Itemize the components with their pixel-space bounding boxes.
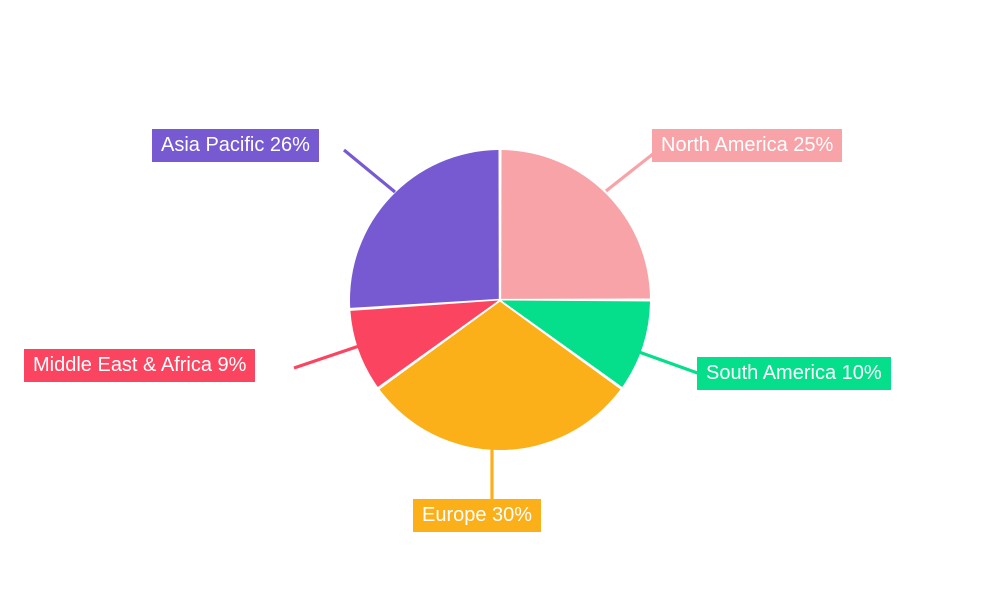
leader-line-group bbox=[293, 148, 704, 500]
pie-slice[interactable]: Europe 30% bbox=[379, 301, 621, 450]
pie-slice-group: North America 25%South America 10%Europe… bbox=[350, 150, 650, 450]
pie-slice[interactable]: North America 25% bbox=[501, 150, 650, 299]
leader-line bbox=[293, 341, 369, 370]
pie-slice-label[interactable]: Asia Pacific 26% bbox=[152, 129, 319, 162]
pie-slice-label[interactable]: Middle East & Africa 9% bbox=[24, 349, 256, 382]
pie-slice[interactable]: South America 10% bbox=[501, 300, 650, 387]
leader-line bbox=[605, 148, 659, 193]
pie-slice-label[interactable]: North America 25% bbox=[652, 129, 843, 162]
pie-slice-label[interactable]: South America 10% bbox=[697, 357, 891, 390]
pie-slice-label[interactable]: Europe 30% bbox=[413, 499, 542, 532]
leader-line bbox=[342, 148, 397, 194]
pie-slice[interactable]: Asia Pacific 26% bbox=[350, 150, 499, 308]
leader-line bbox=[638, 350, 704, 377]
pie-slice[interactable]: Middle East & Africa 9% bbox=[350, 300, 499, 387]
